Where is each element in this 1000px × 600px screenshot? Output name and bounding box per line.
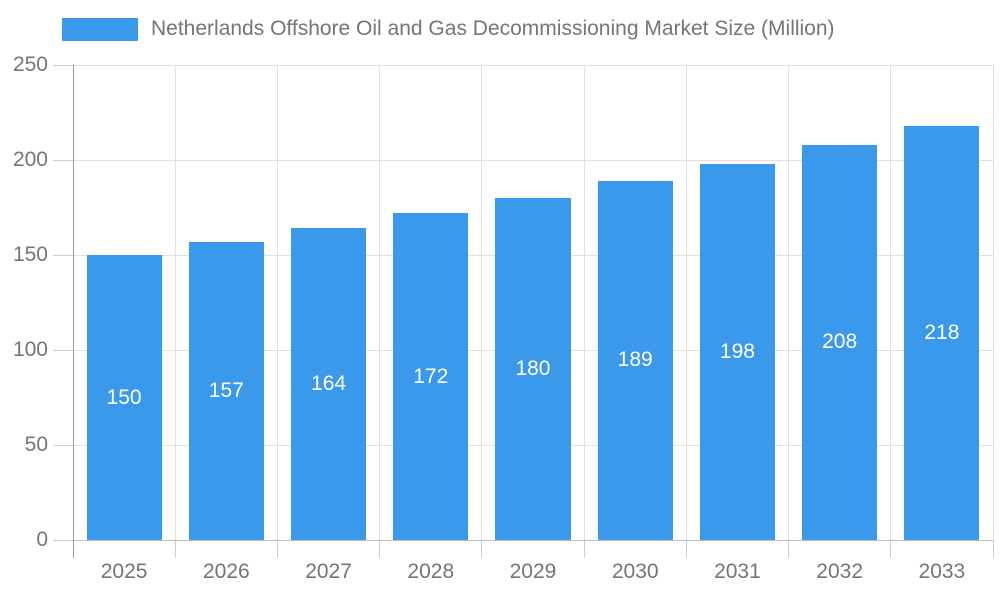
v-gridline <box>379 65 381 540</box>
x-axis-label: 2027 <box>305 560 352 583</box>
y-axis-label: 150 <box>12 243 48 266</box>
y-axis-label: 250 <box>12 53 48 76</box>
bar-value-label: 150 <box>106 385 142 409</box>
x-axis-label: 2031 <box>714 560 761 583</box>
x-axis-label: 2026 <box>202 560 250 583</box>
bar-value-label: 208 <box>822 330 858 354</box>
bar-2032[interactable]: 208 <box>802 144 878 540</box>
bar-2028[interactable]: 172 <box>393 213 469 540</box>
bar-value-label: 157 <box>208 378 244 402</box>
bar-2026[interactable]: 157 <box>188 241 264 540</box>
x-axis-tick <box>174 540 176 558</box>
legend-swatch <box>62 17 138 41</box>
chart-title: Netherlands Offshore Oil and Gas Decommi… <box>151 17 835 40</box>
bar-value-label: 180 <box>515 357 551 380</box>
x-axis-label: 2033 <box>918 560 966 583</box>
bar-value-label: 189 <box>617 348 653 372</box>
h-gridline <box>73 64 993 66</box>
bar-2030[interactable]: 189 <box>597 180 673 540</box>
y-axis-line <box>72 65 74 558</box>
x-axis-tick <box>583 540 585 558</box>
bar-value-label: 164 <box>311 372 347 396</box>
x-axis-label: 2028 <box>407 560 455 583</box>
v-gridline <box>174 65 176 540</box>
y-axis-tick <box>53 254 73 256</box>
h-gridline <box>73 159 993 161</box>
x-axis-tick <box>379 540 381 558</box>
bar-value-label: 198 <box>719 339 755 363</box>
x-axis-tick <box>788 540 790 558</box>
y-axis-tick <box>53 159 73 161</box>
y-axis-label: 200 <box>12 148 48 171</box>
x-axis-tick <box>890 540 892 558</box>
v-gridline <box>788 65 790 540</box>
x-axis-tick <box>685 540 687 558</box>
x-axis-baseline <box>73 539 993 541</box>
y-axis-tick <box>53 64 73 66</box>
y-axis-tick <box>53 444 73 446</box>
bar-2025[interactable]: 150 <box>86 255 162 540</box>
x-axis-tick <box>481 540 483 558</box>
bar-value-label: 172 <box>413 364 449 388</box>
y-axis-label: 50 <box>24 433 48 456</box>
bar-2031[interactable]: 198 <box>699 163 775 540</box>
x-axis-label: 2032 <box>816 560 864 583</box>
v-gridline <box>583 65 585 540</box>
bar-2027[interactable]: 164 <box>290 228 367 540</box>
x-axis-label: 2025 <box>100 560 148 583</box>
y-axis-tick <box>53 349 73 351</box>
y-axis-label: 0 <box>36 528 48 551</box>
x-axis-label: 2030 <box>611 560 659 583</box>
bar-value-label: 218 <box>924 320 960 344</box>
x-axis-tick <box>276 540 278 558</box>
legend-item[interactable]: Netherlands Offshore Oil and Gas Decommi… <box>62 14 835 44</box>
v-gridline <box>685 65 687 540</box>
y-axis-tick <box>53 539 73 541</box>
v-gridline <box>890 65 892 540</box>
v-gridline <box>276 65 278 540</box>
y-axis-label: 100 <box>12 338 48 361</box>
bar-2029[interactable]: 180 <box>495 198 571 540</box>
v-gridline <box>992 65 994 540</box>
v-gridline <box>481 65 483 540</box>
x-axis-tick <box>992 540 994 558</box>
x-axis-label: 2029 <box>509 560 557 583</box>
bar-2033[interactable]: 218 <box>904 125 980 540</box>
